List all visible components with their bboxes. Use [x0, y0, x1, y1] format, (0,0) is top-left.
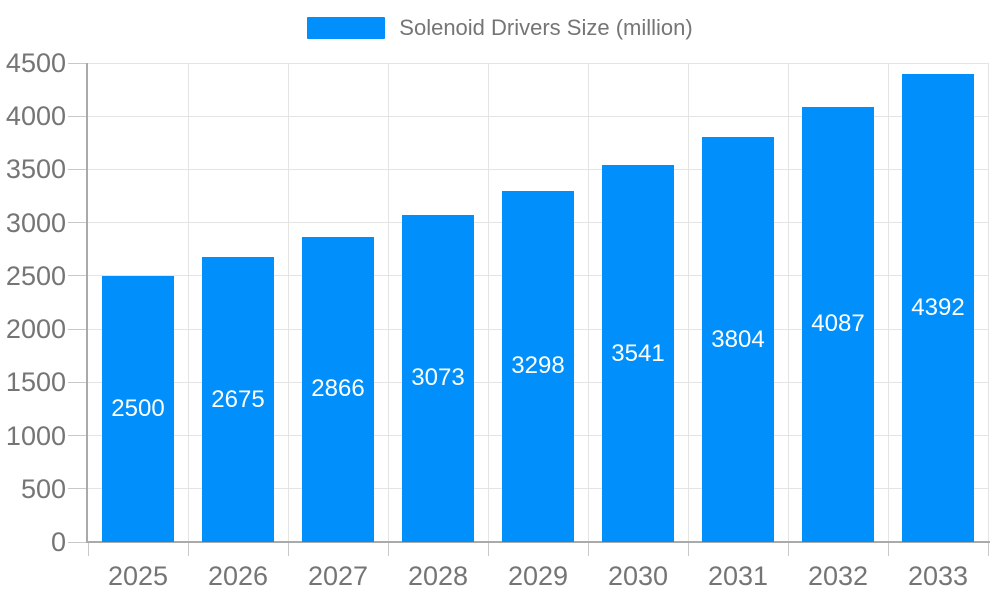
- v-gridline: [787, 63, 789, 542]
- y-axis-label-0: 0: [50, 527, 66, 557]
- x-axis-tick: [987, 542, 989, 556]
- bar-2025[interactable]: [102, 275, 174, 542]
- h-gridline: [88, 115, 988, 117]
- y-axis-tick: [68, 275, 88, 277]
- v-gridline: [987, 63, 989, 542]
- x-axis-label-2028: 2028: [407, 561, 469, 591]
- legend[interactable]: Solenoid Drivers Size (million): [0, 15, 1000, 41]
- v-gridline: [187, 63, 189, 542]
- x-axis-tick: [87, 542, 89, 556]
- x-axis-label-2031: 2031: [707, 561, 769, 591]
- y-axis-tick: [68, 488, 88, 490]
- x-axis-tick: [487, 542, 489, 556]
- y-axis-label-500: 500: [20, 473, 66, 504]
- v-gridline: [387, 63, 389, 542]
- x-axis-tick: [587, 542, 589, 556]
- x-axis-tick: [887, 542, 889, 556]
- x-axis-tick: [387, 542, 389, 556]
- y-axis-tick: [68, 62, 88, 64]
- x-axis-label-2032: 2032: [807, 561, 869, 591]
- y-axis-label-4500: 4500: [5, 48, 66, 78]
- legend-label: Solenoid Drivers Size (million): [399, 15, 693, 40]
- x-axis-label-2030: 2030: [607, 561, 669, 591]
- x-axis-line: [86, 541, 990, 543]
- y-axis-label-1000: 1000: [5, 420, 66, 451]
- y-axis-line: [86, 63, 88, 542]
- x-axis-tick: [787, 542, 789, 556]
- y-axis-tick: [68, 222, 88, 224]
- y-axis-label-2000: 2000: [5, 314, 66, 345]
- y-axis-label-4000: 4000: [5, 101, 66, 132]
- y-axis-tick: [68, 115, 88, 117]
- x-axis-label-2027: 2027: [307, 561, 369, 591]
- x-axis-label-2033: 2033: [907, 561, 969, 591]
- bar-2031[interactable]: [702, 137, 774, 542]
- y-axis-tick: [68, 381, 88, 383]
- x-axis-label-2026: 2026: [207, 561, 269, 591]
- bar-2027[interactable]: [302, 236, 374, 542]
- v-gridline: [487, 63, 489, 542]
- bar-2029[interactable]: [502, 190, 574, 542]
- v-gridline: [887, 63, 889, 542]
- x-axis-label-2029: 2029: [507, 561, 569, 591]
- y-axis-label-3500: 3500: [5, 154, 66, 185]
- y-axis-label-2500: 2500: [5, 260, 66, 291]
- legend-swatch: [307, 17, 386, 39]
- bar-2032[interactable]: [802, 106, 874, 542]
- v-gridline: [687, 63, 689, 542]
- bar-2026[interactable]: [202, 257, 274, 542]
- bar-2030[interactable]: [602, 165, 674, 542]
- x-axis-label-2025: 2025: [107, 561, 169, 591]
- bar-2028[interactable]: [402, 214, 474, 542]
- v-gridline: [287, 63, 289, 542]
- y-axis-tick: [68, 435, 88, 437]
- y-axis-tick: [68, 541, 88, 543]
- x-axis-tick: [687, 542, 689, 556]
- y-axis-label-1500: 1500: [5, 367, 66, 398]
- y-axis-tick: [68, 328, 88, 330]
- y-axis-tick: [68, 168, 88, 170]
- x-axis-tick: [187, 542, 189, 556]
- h-gridline: [88, 168, 988, 170]
- bar-2033[interactable]: [902, 74, 974, 542]
- x-axis-tick: [287, 542, 289, 556]
- h-gridline: [88, 62, 988, 64]
- y-axis-label-3000: 3000: [5, 207, 66, 238]
- v-gridline: [587, 63, 589, 542]
